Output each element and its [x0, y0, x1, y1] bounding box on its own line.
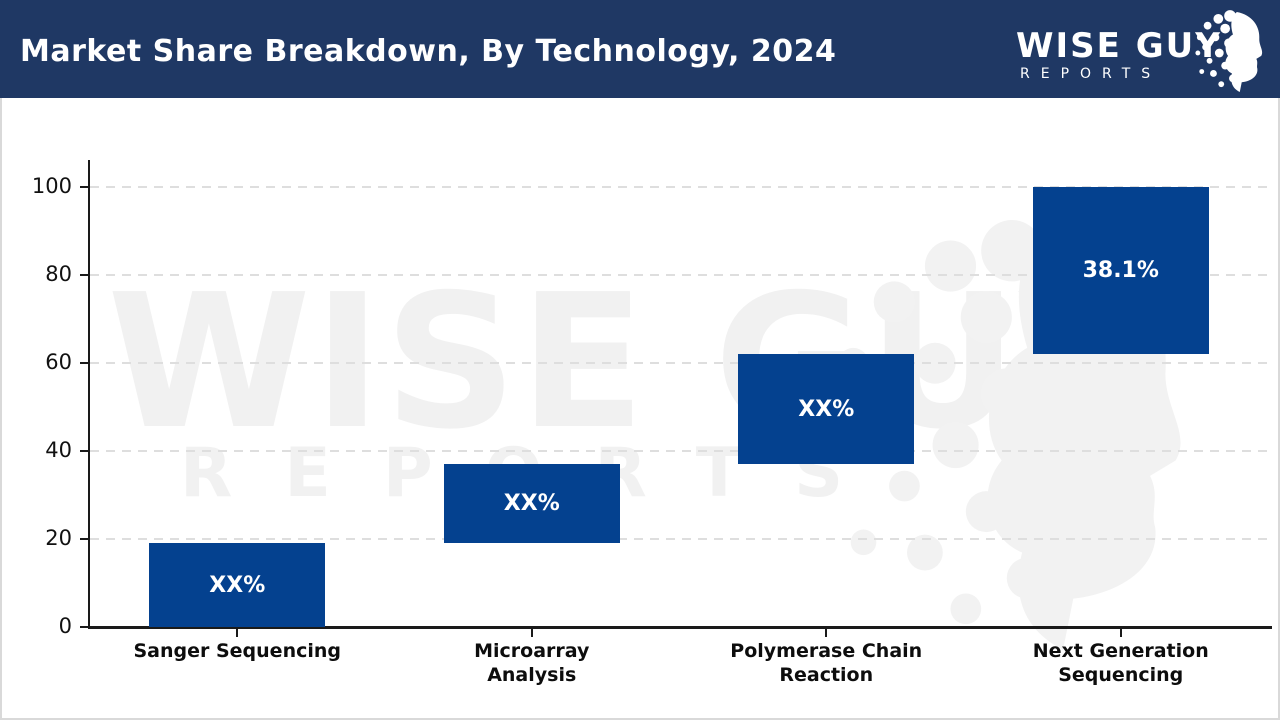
- bar: XX%: [443, 464, 620, 544]
- x-tick: [825, 629, 828, 637]
- x-tick: [1119, 629, 1122, 637]
- x-category-label: Microarray Analysis: [392, 640, 672, 688]
- x-category-label-line: Reaction: [779, 663, 874, 686]
- x-category-label-line: Sanger Sequencing: [133, 640, 341, 662]
- bar-value-label: XX%: [209, 572, 266, 598]
- bar-value-label: XX%: [503, 491, 560, 517]
- y-tick: [80, 538, 88, 540]
- bar-value-label: 38.1%: [1082, 258, 1159, 284]
- y-tick-label: 100: [31, 174, 72, 198]
- y-tick-label: 80: [45, 262, 72, 286]
- x-category-label-line: Polymerase Chain: [730, 640, 923, 662]
- x-category-label: Sanger Sequencing: [97, 640, 377, 664]
- y-tick: [80, 626, 88, 628]
- logo-subtitle: REPORTS: [1020, 66, 1162, 82]
- y-tick: [80, 274, 88, 276]
- bar: XX%: [738, 354, 915, 465]
- bar: XX%: [149, 543, 326, 627]
- chart-title: Market Share Breakdown, By Technology, 2…: [20, 34, 837, 69]
- x-category-label: Next Generation Sequencing: [981, 640, 1261, 688]
- logo-head-dots-icon: [1195, 10, 1263, 92]
- bar: 38.1%: [1032, 187, 1209, 355]
- bar-value-label: XX%: [798, 396, 855, 422]
- gridline: [90, 274, 1268, 276]
- gridline: [90, 186, 1268, 188]
- y-tick: [80, 450, 88, 452]
- gridline: [90, 538, 1268, 540]
- x-category-label-line: Microarray: [474, 640, 590, 662]
- x-tick: [236, 629, 239, 637]
- y-tick: [80, 362, 88, 364]
- x-category-label: Polymerase Chain Reaction: [686, 640, 966, 688]
- x-axis-line: [88, 626, 1272, 629]
- y-tick-label: 0: [58, 614, 72, 638]
- gridline: [90, 450, 1268, 452]
- y-tick-label: 40: [45, 438, 72, 462]
- y-tick-label: 60: [45, 350, 72, 374]
- y-axis-spine: [88, 160, 90, 628]
- y-tick-label: 20: [45, 526, 72, 550]
- x-category-label-line: Sequencing: [1058, 663, 1184, 686]
- x-tick: [530, 629, 533, 637]
- gridline: [90, 362, 1268, 364]
- y-tick: [80, 186, 88, 188]
- x-category-label-line: Analysis: [487, 663, 577, 686]
- header: Market Share Breakdown, By Technology, 2…: [0, 0, 1280, 98]
- logo-wordmark: WISE GUY: [1016, 26, 1222, 66]
- wise-guy-reports-logo: WISE GUY REPORTS: [1016, 6, 1266, 94]
- x-category-label-line: Next Generation: [1032, 640, 1209, 662]
